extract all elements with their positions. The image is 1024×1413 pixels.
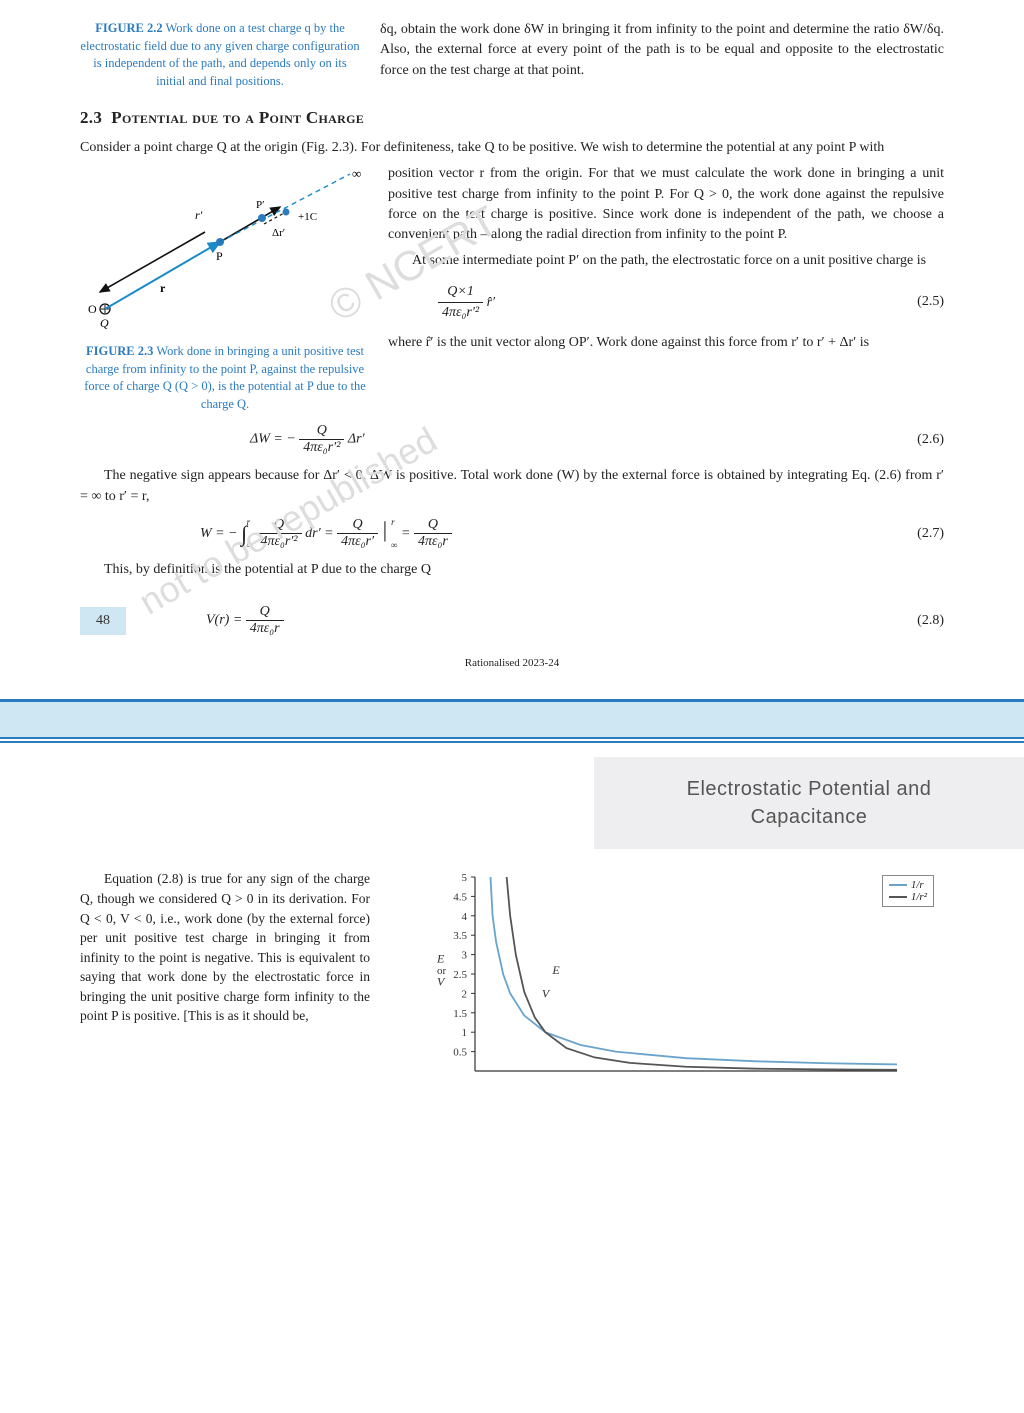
eq27-f2n: Q bbox=[337, 517, 378, 534]
eq27-lim-bot: ∞ bbox=[247, 541, 253, 550]
fig23-label-r: r bbox=[160, 281, 166, 295]
legend-label-1r2: 1/r² bbox=[911, 891, 927, 903]
legend-swatch-1r bbox=[889, 884, 907, 886]
svg-text:5: 5 bbox=[462, 872, 468, 884]
fig23-label-O: O bbox=[88, 302, 97, 316]
intro-paragraph: Consider a point charge Q at the origin … bbox=[80, 138, 944, 158]
svg-text:2: 2 bbox=[462, 989, 468, 1001]
fig23-label-charge: +1C bbox=[298, 211, 317, 223]
eq25-number: (2.5) bbox=[884, 292, 944, 312]
eq27-bar-top: r bbox=[391, 518, 397, 527]
svg-text:4: 4 bbox=[462, 911, 468, 923]
after-eq26: The negative sign appears because for Δr… bbox=[80, 466, 944, 507]
eq28-number: (2.8) bbox=[884, 613, 944, 629]
pageno-row: 48 V(r) = Q 4πε₀r (2.8) bbox=[80, 604, 944, 637]
legend-label-1r: 1/r bbox=[911, 879, 924, 891]
eq27-f3n: Q bbox=[414, 517, 452, 534]
eq28-fn: Q bbox=[246, 604, 284, 621]
eq27-f2d: 4πε₀r′ bbox=[337, 534, 378, 550]
chapter-block: Electrostatic Potential and Capacitance bbox=[0, 757, 1024, 849]
legend-1-over-r2: 1/r² bbox=[889, 891, 927, 903]
svg-text:E: E bbox=[436, 952, 445, 966]
eq26-fnum: Q bbox=[299, 423, 344, 440]
figure-2-3-diagram: O Q r P ∞ P′ r′ bbox=[80, 164, 370, 334]
eq26-lhs: ΔW = − bbox=[250, 432, 296, 447]
svg-text:2.5: 2.5 bbox=[453, 969, 467, 981]
legend-swatch-1r2 bbox=[889, 896, 907, 898]
page-separator bbox=[0, 699, 1024, 739]
legend-1-over-r: 1/r bbox=[889, 879, 927, 891]
eq26-number: (2.6) bbox=[884, 432, 944, 448]
svg-text:3: 3 bbox=[462, 950, 468, 962]
top-row: FIGURE 2.2 Work done on a test charge q … bbox=[80, 20, 944, 90]
top-paragraph: δq, obtain the work done δW in bringing … bbox=[380, 20, 944, 90]
svg-text:E: E bbox=[551, 963, 560, 977]
fig23-label-Q: Q bbox=[100, 316, 109, 330]
chapter-title: Electrostatic Potential and Capacitance bbox=[594, 757, 1024, 849]
figure-2-3-label: FIGURE 2.3 bbox=[86, 344, 153, 358]
footer-note: Rationalised 2023-24 bbox=[80, 657, 944, 669]
section-title: Potential due to a Point Charge bbox=[111, 108, 364, 127]
mid-body-p1: position vector r from the origin. For t… bbox=[388, 164, 944, 245]
equation-2-8: V(r) = Q 4πε₀r (2.8) bbox=[126, 604, 944, 637]
eq27-f1n: Q bbox=[257, 517, 302, 534]
figure-2-2-caption: FIGURE 2.2 Work done on a test charge q … bbox=[80, 20, 360, 90]
equation-2-5: Q×1 4πε₀r′² r̂′ (2.5) bbox=[388, 282, 944, 324]
section-number: 2.3 bbox=[80, 108, 102, 127]
eq25-num: Q×1 bbox=[438, 282, 483, 303]
chart-1-over-r: 0.511.522.533.544.55EorVEV bbox=[390, 869, 944, 1079]
eq27-bar-bot: ∞ bbox=[391, 541, 397, 550]
mid-row: O Q r P ∞ P′ r′ bbox=[80, 164, 944, 413]
after-eq27: This, by definition is the potential at … bbox=[80, 560, 944, 580]
eq27-eq: = bbox=[401, 526, 414, 541]
eq27-f1d: 4πε₀r′² bbox=[257, 534, 302, 550]
fig23-label-inf: ∞ bbox=[352, 166, 361, 181]
after-eq25: where r̂′ is the unit vector along OP′. … bbox=[388, 333, 944, 353]
eq25-den: 4πε₀r′² bbox=[438, 303, 483, 323]
svg-text:1: 1 bbox=[462, 1028, 468, 1040]
chart-box: 0.511.522.533.544.55EorVEV 1/r 1/r² bbox=[390, 869, 944, 1084]
eq27-bar: | bbox=[382, 517, 388, 542]
eq27-dr: dr′ = bbox=[305, 526, 333, 541]
fig23-label-P: P bbox=[216, 249, 223, 263]
figure-2-3-caption: FIGURE 2.3 Work done in bringing a unit … bbox=[80, 343, 370, 413]
section-heading: 2.3 Potential due to a Point Charge bbox=[80, 108, 944, 128]
equation-2-7: W = − ∫ r ∞ Q 4πε₀r′² dr′ = Q 4πε₀r′ | r… bbox=[80, 517, 944, 550]
eq25-tail: r̂′ bbox=[487, 295, 496, 310]
svg-text:0.5: 0.5 bbox=[453, 1047, 467, 1059]
eq28-fd: 4πε₀r bbox=[246, 621, 284, 637]
svg-text:4.5: 4.5 bbox=[453, 892, 467, 904]
figure-2-2-label: FIGURE 2.2 bbox=[95, 21, 162, 35]
svg-text:3.5: 3.5 bbox=[453, 931, 467, 943]
mid-body: position vector r from the origin. For t… bbox=[388, 164, 944, 413]
eq27-int: ∫ bbox=[241, 521, 247, 546]
svg-text:V: V bbox=[542, 987, 551, 1001]
page-number: 48 bbox=[80, 607, 126, 635]
svg-text:1.5: 1.5 bbox=[453, 1008, 467, 1020]
eq27-lim-top: r bbox=[247, 518, 253, 527]
bottom-paragraph: Equation (2.8) is true for any sign of t… bbox=[80, 869, 370, 1084]
figure-2-3-block: O Q r P ∞ P′ r′ bbox=[80, 164, 370, 413]
eq27-p1: W = − bbox=[200, 526, 238, 541]
eq28-lhs: V(r) = bbox=[206, 613, 246, 628]
eq27-number: (2.7) bbox=[884, 526, 944, 542]
mid-body-p2: At some intermediate point P′ on the pat… bbox=[388, 251, 944, 271]
fig23-label-rprime: r′ bbox=[195, 208, 203, 222]
eq26-tail: Δr′ bbox=[348, 432, 365, 447]
bottom-row: Equation (2.8) is true for any sign of t… bbox=[0, 849, 1024, 1084]
equation-2-6: ΔW = − Q 4πε₀r′² Δr′ (2.6) bbox=[80, 423, 944, 456]
fig23-label-Pprime: P′ bbox=[256, 199, 265, 211]
eq26-fden: 4πε₀r′² bbox=[299, 440, 344, 456]
chart-legend: 1/r 1/r² bbox=[882, 875, 934, 907]
eq27-f3d: 4πε₀r bbox=[414, 534, 452, 550]
fig23-label-dr: Δr′ bbox=[272, 227, 285, 239]
